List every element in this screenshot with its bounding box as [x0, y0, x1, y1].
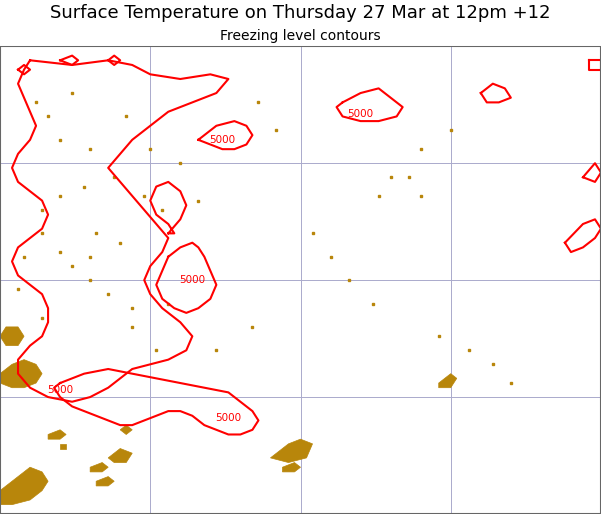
Polygon shape	[282, 463, 300, 472]
Polygon shape	[120, 425, 132, 434]
Polygon shape	[0, 467, 48, 505]
Polygon shape	[60, 444, 66, 449]
Text: 5000: 5000	[347, 109, 374, 119]
Text: 5000: 5000	[209, 135, 236, 145]
Polygon shape	[270, 439, 313, 463]
Text: 5000: 5000	[215, 413, 242, 423]
Polygon shape	[96, 476, 114, 486]
Text: Freezing level contours: Freezing level contours	[220, 29, 381, 43]
Polygon shape	[108, 449, 132, 463]
Polygon shape	[48, 430, 66, 439]
Polygon shape	[439, 374, 457, 388]
Polygon shape	[0, 327, 24, 345]
Text: 5000: 5000	[47, 385, 73, 395]
Polygon shape	[0, 360, 42, 388]
Text: Surface Temperature on Thursday 27 Mar at 12pm +12: Surface Temperature on Thursday 27 Mar a…	[50, 4, 551, 22]
Text: 5000: 5000	[179, 275, 206, 285]
Polygon shape	[90, 463, 108, 472]
